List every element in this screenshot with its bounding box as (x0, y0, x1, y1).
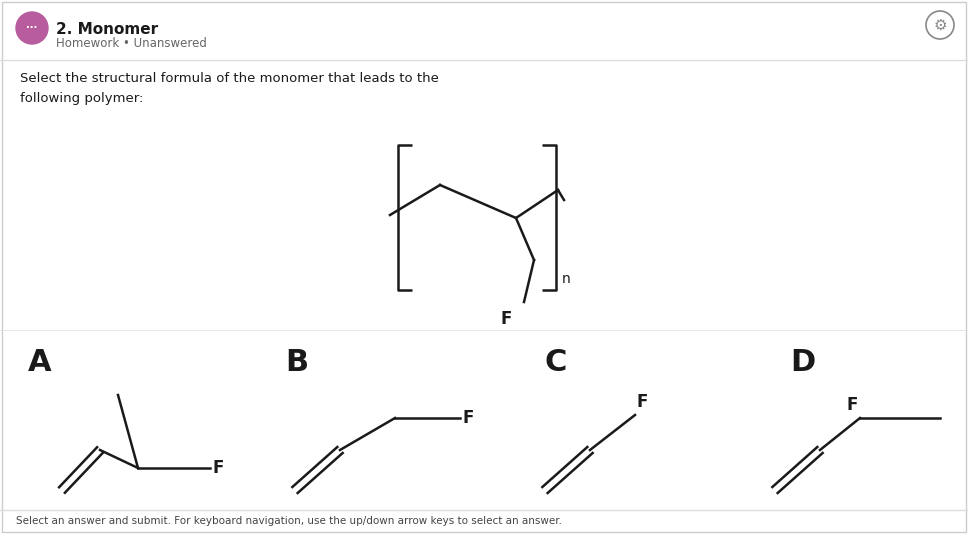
Circle shape (16, 12, 48, 44)
Text: ⚙: ⚙ (933, 18, 947, 33)
Text: B: B (285, 348, 308, 377)
Text: F: F (847, 396, 858, 414)
Text: Select an answer and submit. For keyboard navigation, use the up/down arrow keys: Select an answer and submit. For keyboar… (16, 516, 562, 526)
Text: F: F (637, 393, 649, 411)
Text: A: A (28, 348, 51, 377)
Text: Homework • Unanswered: Homework • Unanswered (56, 37, 207, 50)
Text: 2. Monomer: 2. Monomer (56, 22, 158, 37)
Text: F: F (500, 310, 512, 328)
Text: ···: ··· (26, 23, 38, 33)
Text: C: C (545, 348, 567, 377)
Text: n: n (562, 272, 571, 286)
Text: F: F (462, 409, 473, 427)
Text: D: D (790, 348, 815, 377)
Text: F: F (212, 459, 224, 477)
Circle shape (926, 11, 954, 39)
Text: Select the structural formula of the monomer that leads to the
following polymer: Select the structural formula of the mon… (20, 72, 439, 105)
